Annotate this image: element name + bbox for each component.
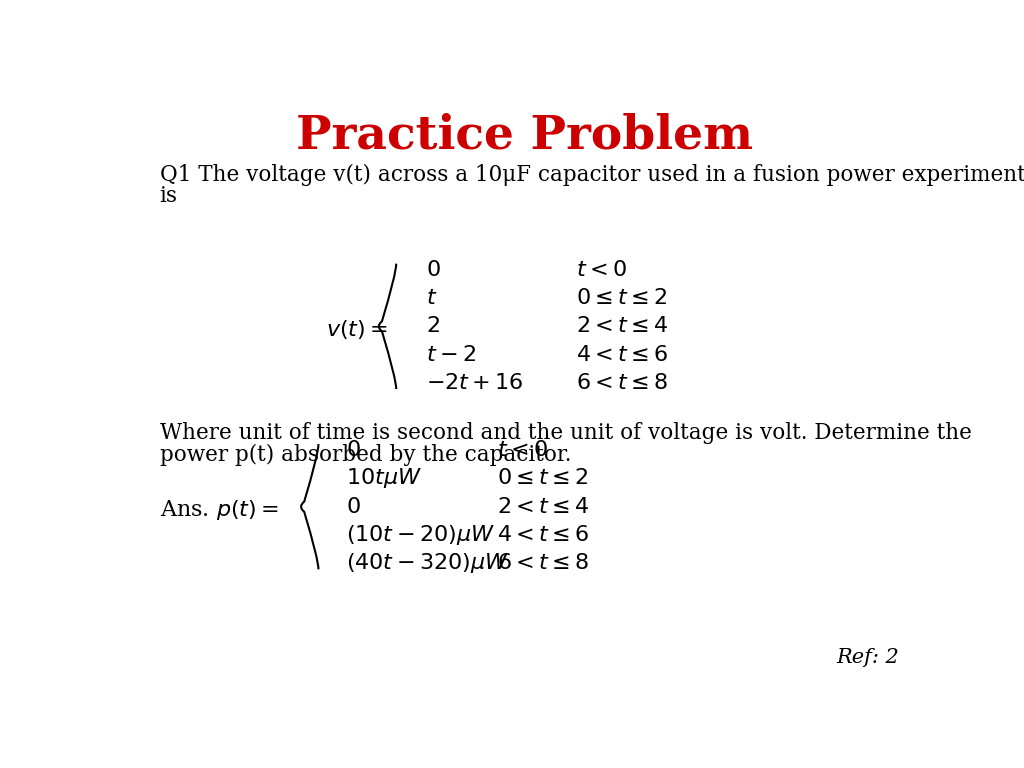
Text: Ans. $p(t) =$: Ans. $p(t) =$ [160,498,279,521]
Text: $0$: $0$ [346,439,361,461]
Text: $0\leq t\leq 2$: $0\leq t\leq 2$ [497,467,589,489]
Text: power p(t) absorbed by the capacitor.: power p(t) absorbed by the capacitor. [160,444,571,466]
Text: Q1 The voltage v(t) across a 10μF capacitor used in a fusion power experiment: Q1 The voltage v(t) across a 10μF capaci… [160,164,1024,187]
Text: $0\leq t\leq 2$: $0\leq t\leq 2$ [577,287,668,309]
Text: $t<0$: $t<0$ [577,259,627,280]
Text: $10t\mu W$: $10t\mu W$ [346,466,422,490]
Text: is: is [160,185,178,207]
Text: Where unit of time is second and the unit of voltage is volt. Determine the: Where unit of time is second and the uni… [160,422,972,444]
Text: $6<t\leq 8$: $6<t\leq 8$ [497,552,589,574]
Text: $(40t-320)\mu W$: $(40t-320)\mu W$ [346,551,509,575]
Text: $-2t+16$: $-2t+16$ [426,372,523,394]
Text: $t$: $t$ [426,287,437,309]
Text: $2<t\leq 4$: $2<t\leq 4$ [577,316,669,337]
Text: $t-2$: $t-2$ [426,344,475,366]
Text: $2$: $2$ [426,316,439,337]
Text: $t<0$: $t<0$ [497,439,548,461]
Text: $0$: $0$ [346,495,361,518]
Text: $6<t\leq 8$: $6<t\leq 8$ [577,372,669,394]
Text: $2<t\leq 4$: $2<t\leq 4$ [497,495,590,518]
Text: $0$: $0$ [426,259,440,280]
Text: $4<t\leq 6$: $4<t\leq 6$ [577,344,669,366]
Text: $(10t-20)\mu W$: $(10t-20)\mu W$ [346,523,496,547]
Text: Practice Problem: Practice Problem [296,113,754,159]
Text: Ref: 2: Ref: 2 [837,648,899,667]
Text: $4<t\leq 6$: $4<t\leq 6$ [497,524,589,546]
Text: $v(t) =$: $v(t) =$ [327,318,388,341]
